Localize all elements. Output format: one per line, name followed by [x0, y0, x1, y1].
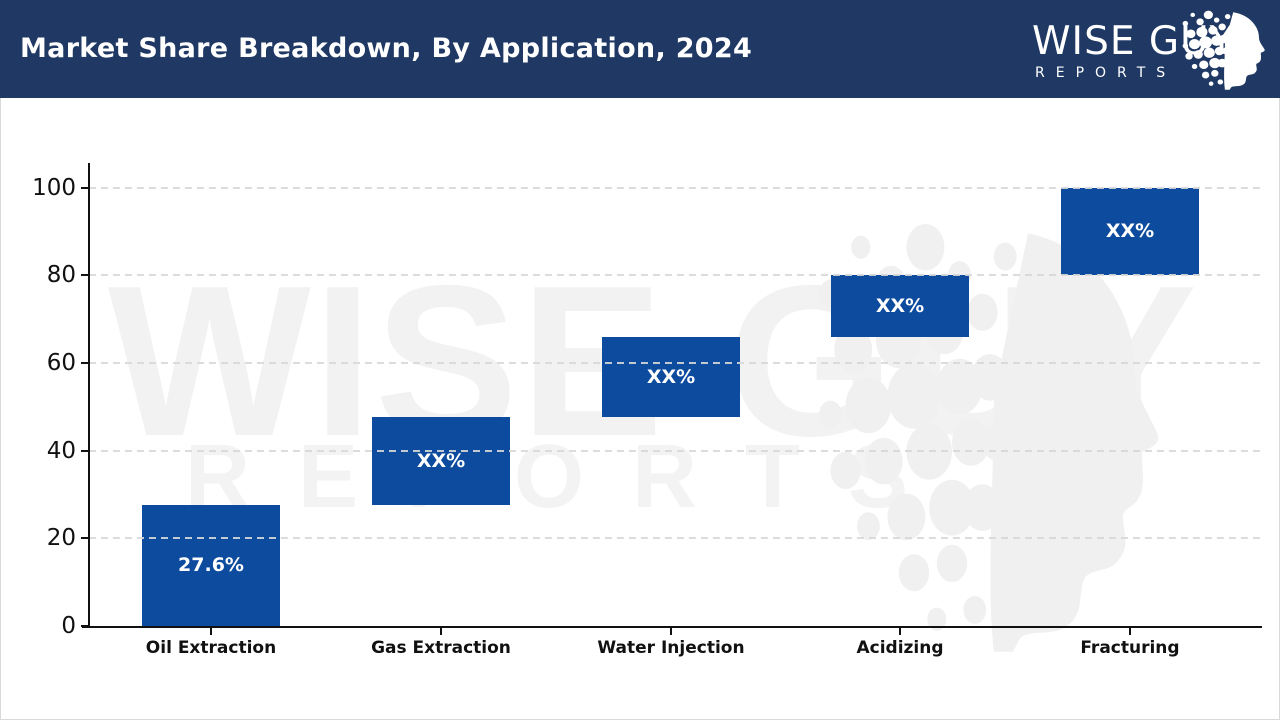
- header: Market Share Breakdown, By Application, …: [0, 0, 1280, 98]
- bar: XX%: [831, 275, 969, 337]
- y-tick-label: 100: [32, 174, 76, 201]
- bar: XX%: [602, 336, 740, 418]
- x-tick: [440, 628, 442, 635]
- y-tick-label: 80: [46, 262, 76, 289]
- x-category-label: Gas Extraction: [371, 638, 511, 658]
- y-tick-label: 40: [46, 437, 76, 464]
- gridline: [89, 274, 1262, 277]
- y-tick: [81, 625, 89, 627]
- y-tick: [81, 274, 89, 277]
- y-tick-label: 20: [46, 525, 76, 552]
- bar-value-label: 27.6%: [178, 554, 244, 577]
- y-tick: [81, 361, 89, 364]
- y-tick-label: 60: [46, 349, 76, 376]
- y-axis: [88, 163, 90, 628]
- brand-head-icon: [1182, 10, 1265, 90]
- page-title: Market Share Breakdown, By Application, …: [20, 33, 753, 64]
- bar-value-label: XX%: [875, 294, 925, 317]
- watermark-reports: REPORTS: [185, 427, 957, 527]
- gridline: [89, 537, 1262, 540]
- x-category-label: Oil Extraction: [145, 638, 277, 658]
- x-category-label: Water Injection: [597, 638, 745, 658]
- bar-value-label: XX%: [416, 450, 466, 473]
- y-tick: [81, 449, 89, 452]
- brand-sub: REPORTS: [1035, 65, 1177, 81]
- y-tick: [81, 537, 89, 540]
- bar-value-label: XX%: [1105, 220, 1155, 243]
- brand-logo: WISE GUY REPORTS: [1004, 6, 1272, 94]
- bar: XX%: [1061, 187, 1199, 276]
- bar: 27.6%: [142, 504, 280, 626]
- x-tick: [210, 628, 212, 635]
- bar: XX%: [372, 417, 510, 505]
- x-category-label: Fracturing: [1080, 638, 1180, 658]
- gridline: [89, 186, 1262, 189]
- gridline: [89, 361, 1262, 364]
- y-tick: [81, 186, 89, 189]
- x-tick: [670, 628, 672, 635]
- gridline: [89, 449, 1262, 452]
- x-tick: [1129, 628, 1131, 635]
- x-axis: [82, 626, 1262, 628]
- y-tick-label: 0: [61, 613, 76, 639]
- bar-value-label: XX%: [646, 365, 696, 388]
- x-tick: [899, 628, 901, 635]
- x-category-label: Acidizing: [856, 638, 944, 658]
